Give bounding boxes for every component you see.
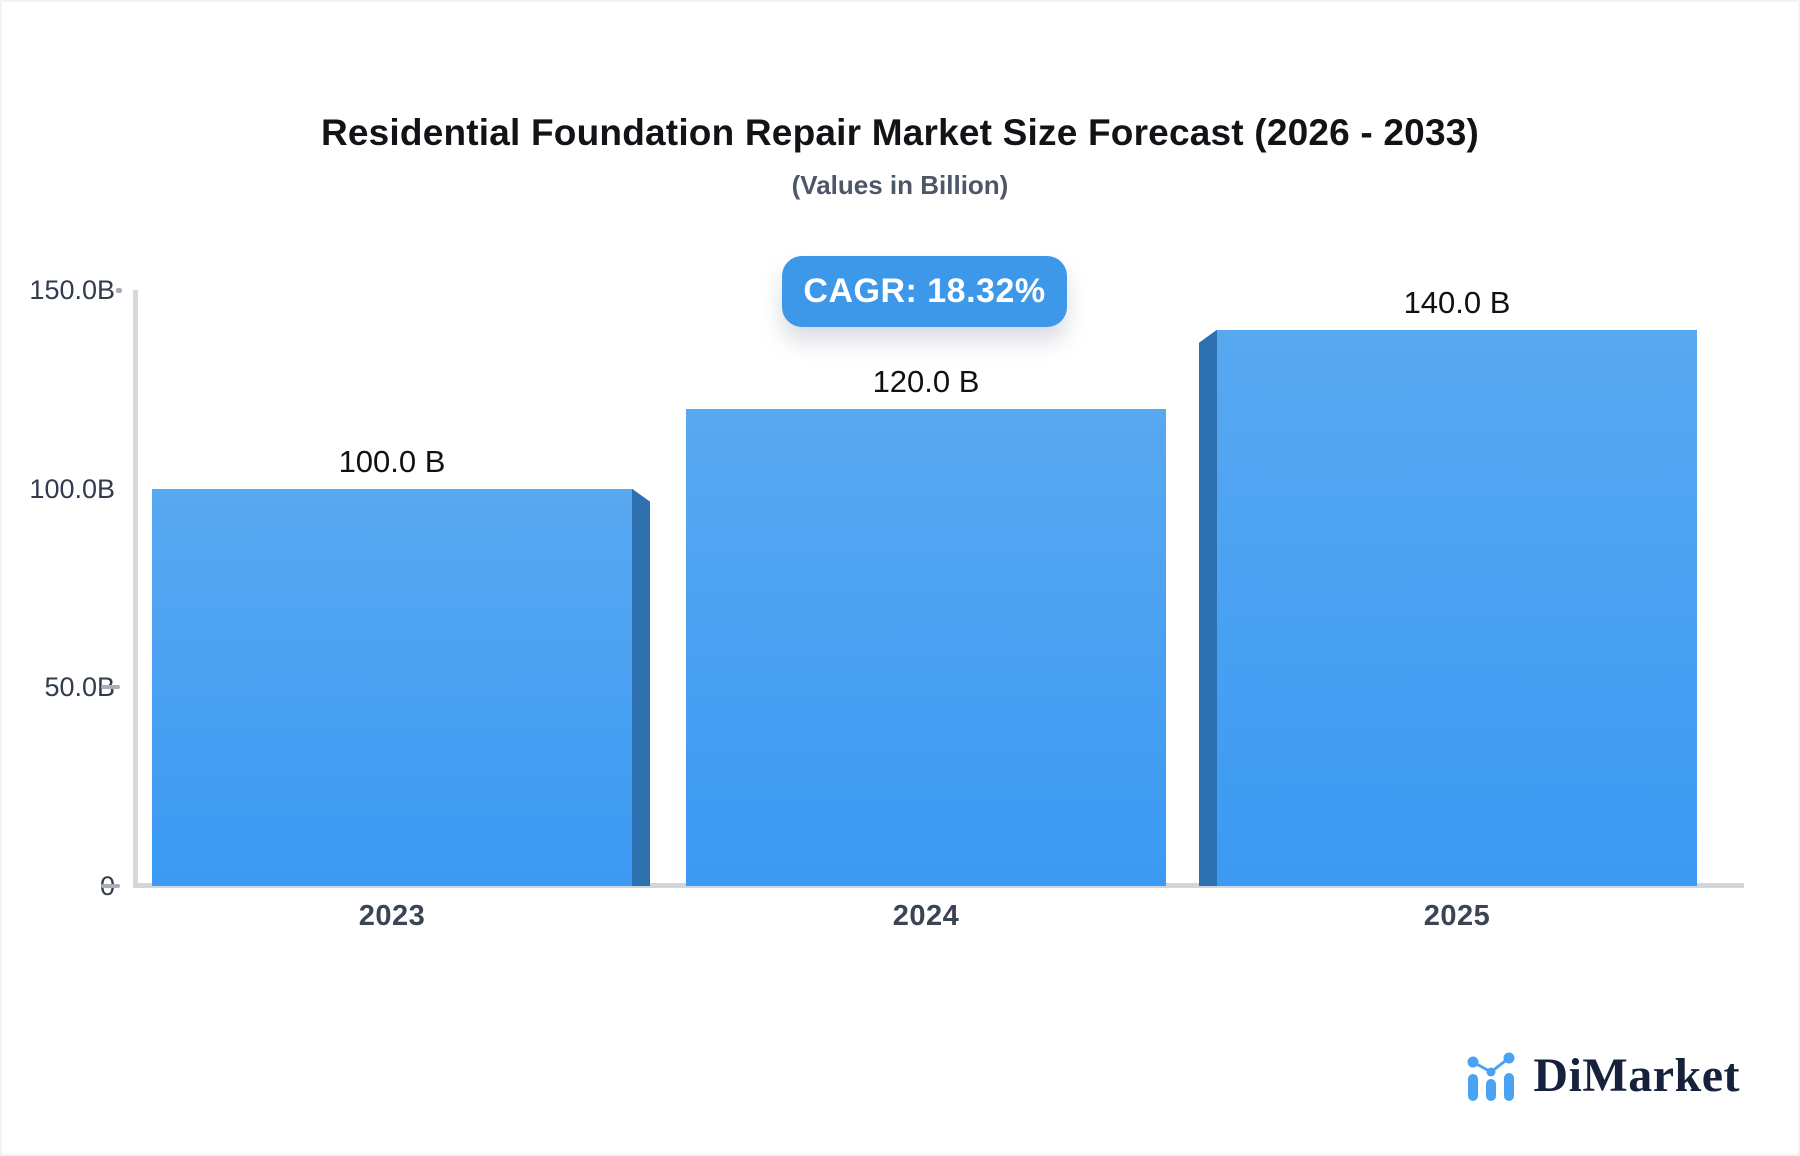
cagr-badge: CAGR: 18.32%: [782, 256, 1067, 327]
bar-2025[interactable]: [1217, 329, 1697, 886]
bar-2025-3d-side: [1199, 329, 1217, 886]
dimarket-logo: DiMarket: [1465, 1046, 1740, 1104]
y-axis-line: [133, 290, 138, 888]
x-axis-label-2024: 2024: [892, 900, 960, 932]
y-axis-tick-mark: [116, 288, 122, 293]
y-axis-tick-label-50.0B: 50.0B: [44, 672, 115, 703]
y-axis-tick-label-100.0B: 100.0B: [29, 473, 115, 504]
bar-value-label-2023: 100.0 B: [338, 443, 446, 479]
bar-2023-3d-side: [632, 488, 650, 886]
y-axis-tick-mark: [101, 685, 120, 690]
dimarket-logo-text: DiMarket: [1533, 1048, 1740, 1102]
x-axis-label-2023: 2023: [358, 900, 426, 932]
bar-value-label-2024: 120.0 B: [872, 364, 980, 400]
y-axis-tick-mark: [101, 884, 120, 888]
x-axis-label-2025: 2025: [1423, 900, 1491, 932]
y-axis-tick-label-150.0B: 150.0B: [29, 275, 115, 305]
bar-2023[interactable]: [152, 488, 632, 886]
y-axis-tick-label-0: 0: [2, 869, 115, 903]
dimarket-logo-icon: [1467, 1052, 1515, 1101]
cagr-badge-label: CAGR: 18.32%: [803, 272, 1046, 310]
chart-subtitle: (Values in Billion): [791, 170, 1009, 200]
chart-title: Residential Foundation Repair Market Siz…: [320, 112, 1480, 153]
bar-2024[interactable]: [686, 409, 1166, 886]
bar-value-label-2025: 140.0 B: [1403, 284, 1511, 320]
